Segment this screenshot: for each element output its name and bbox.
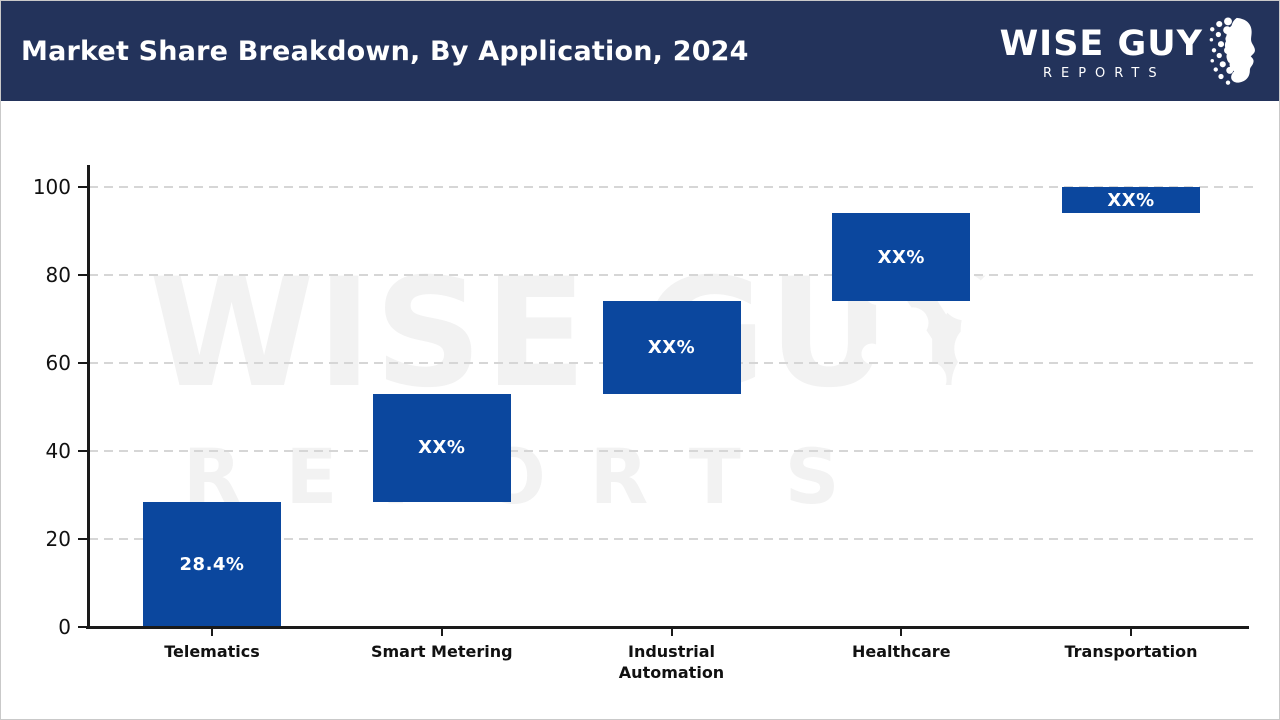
logo-subtext: REPORTS (1042, 65, 1166, 81)
header-bar: Market Share Breakdown, By Application, … (1, 1, 1279, 101)
y-tick-80 (78, 274, 87, 276)
gridline-40 (89, 450, 1253, 452)
logo-wordmark: WISE GUY (999, 23, 1203, 64)
x-tick-smart-metering (440, 629, 443, 636)
chart-title: Market Share Breakdown, By Application, … (21, 35, 749, 67)
x-tick-industrial-automation (670, 629, 673, 636)
x-tick-healthcare (900, 629, 903, 636)
logo-text: WISE GUY REPORTS (1000, 24, 1203, 81)
y-tick-label-40: 40 (45, 439, 71, 463)
bar-healthcare: XX% (832, 213, 971, 302)
y-tick-label-60: 60 (45, 351, 71, 375)
wiseguy-logo: WISE GUY REPORTS (1000, 11, 1263, 93)
bar-value-label-healthcare: XX% (877, 246, 925, 268)
gridline-80 (89, 274, 1253, 276)
x-category-label-healthcare: Healthcare (851, 642, 951, 661)
bar-value-label-transportation: XX% (1107, 189, 1155, 211)
y-tick-0 (78, 626, 87, 628)
x-tick-transportation (1130, 629, 1132, 636)
face-dots-icon (1209, 17, 1255, 85)
bar-value-label-telematics: 28.4% (179, 554, 245, 575)
y-tick-label-20: 20 (45, 527, 71, 551)
y-tick-40 (78, 450, 87, 452)
y-tick-60 (78, 362, 87, 364)
y-tick-label-100: 100 (32, 175, 71, 199)
bar-industrial-automation: XX% (602, 301, 741, 394)
x-category-label-transportation: Transportation (1064, 642, 1198, 661)
bar-transportation: XX% (1062, 187, 1200, 214)
y-tick-20 (78, 538, 87, 540)
y-axis-line (87, 165, 90, 629)
x-category-label-telematics: Telematics (164, 642, 260, 661)
gridline-100 (89, 186, 1253, 188)
y-tick-100 (78, 186, 87, 188)
bar-smart-metering: XX% (372, 393, 511, 503)
bar-telematics: 28.4% (143, 502, 281, 627)
y-tick-label-0: 0 (58, 615, 71, 639)
bar-value-label-smart-metering: XX% (418, 437, 466, 459)
gridline-20 (89, 538, 1253, 540)
bar-value-label-industrial-automation: XX% (647, 337, 696, 359)
x-axis-line (86, 626, 1249, 629)
x-tick-telematics (211, 629, 213, 636)
x-category-label-smart-metering: Smart Metering (370, 642, 513, 661)
x-category-label-industrial-automation: Industrial Automation (618, 642, 725, 682)
y-tick-label-80: 80 (45, 263, 71, 287)
